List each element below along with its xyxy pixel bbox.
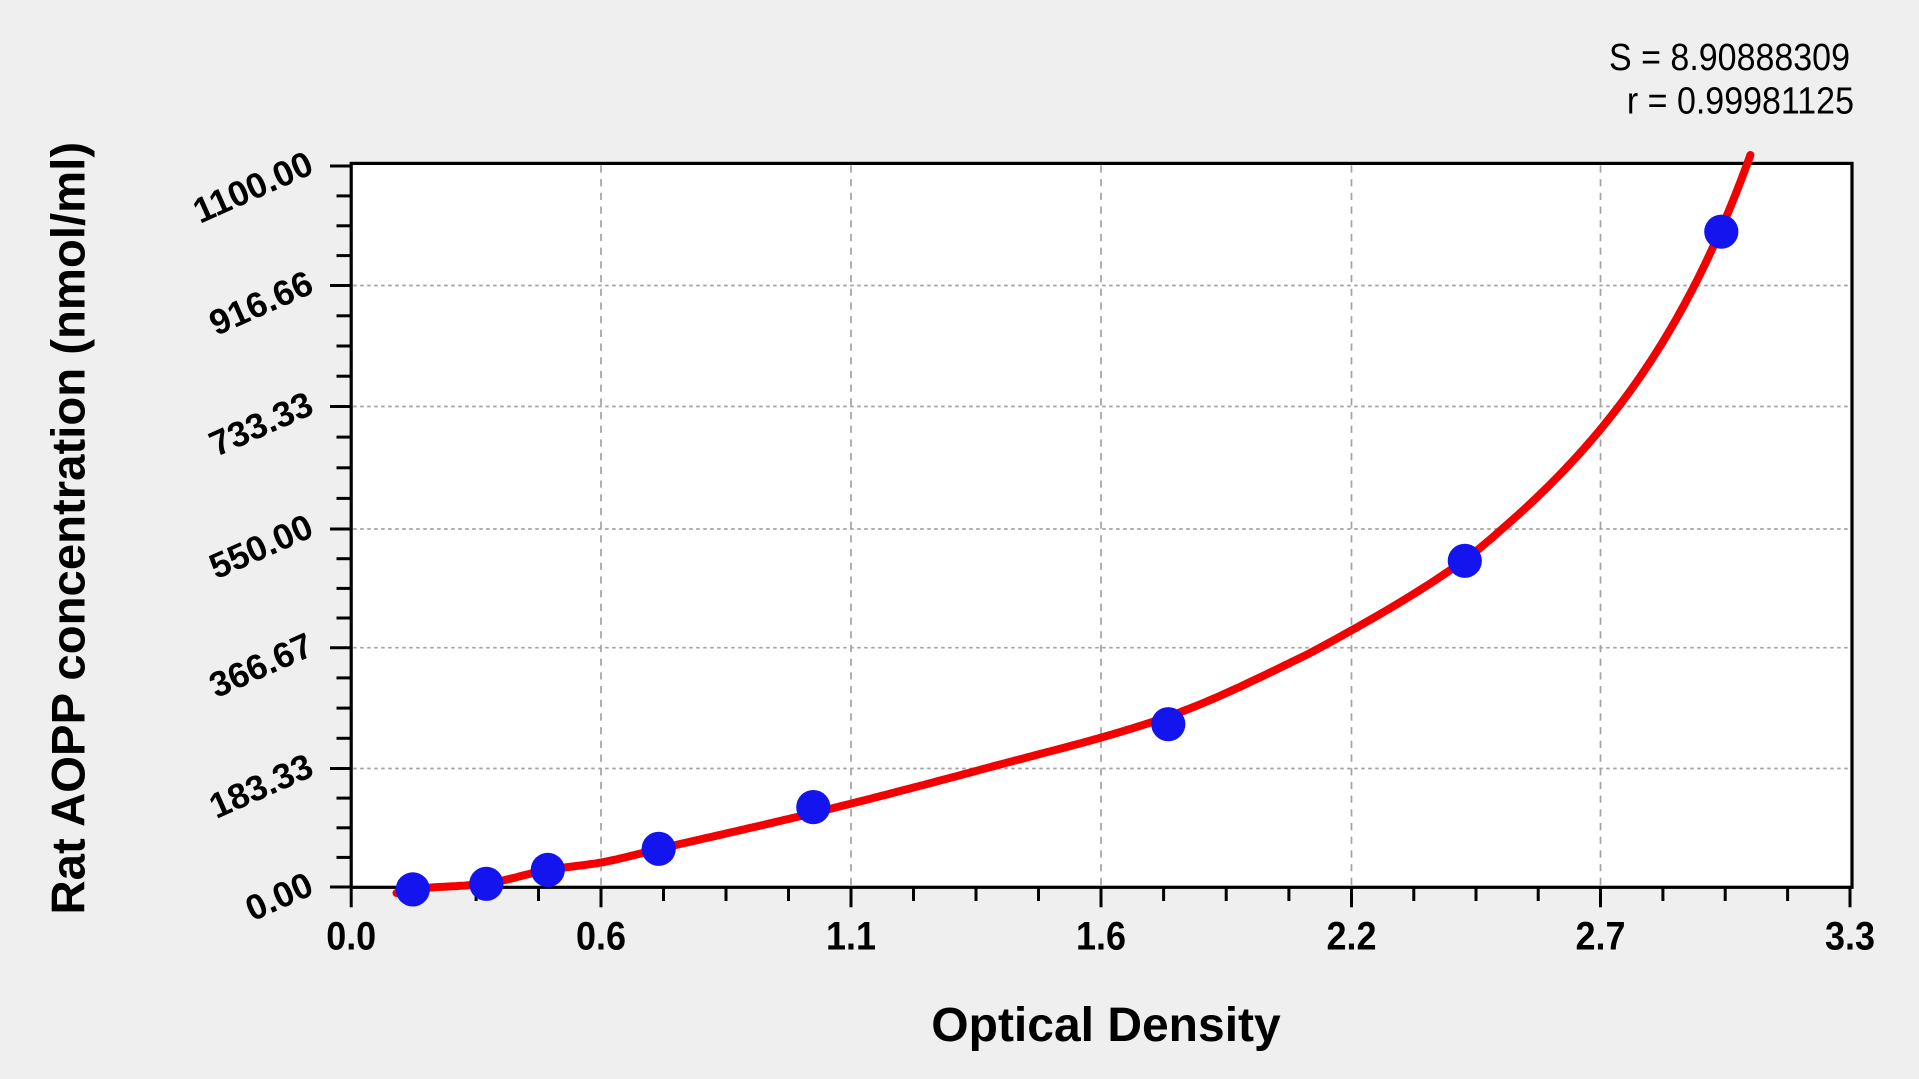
svg-text:r = 0.99981125: r = 0.99981125 — [1627, 79, 1854, 122]
svg-text:2.7: 2.7 — [1576, 915, 1626, 959]
svg-text:Optical Density: Optical Density — [931, 999, 1281, 1052]
svg-text:2.2: 2.2 — [1327, 915, 1377, 959]
svg-text:S = 8.90888309: S = 8.90888309 — [1609, 35, 1850, 78]
svg-text:0.0: 0.0 — [326, 915, 376, 959]
svg-text:1.1: 1.1 — [826, 915, 876, 959]
svg-text:3.3: 3.3 — [1825, 915, 1875, 959]
svg-text:0.6: 0.6 — [576, 915, 626, 959]
svg-text:Rat AOPP concentration (nmol/m: Rat AOPP concentration (nmol/ml) — [42, 142, 95, 915]
svg-text:1.6: 1.6 — [1076, 915, 1126, 959]
